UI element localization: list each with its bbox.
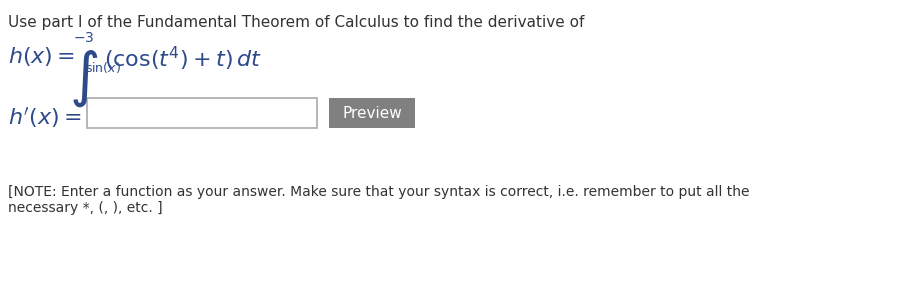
Text: $h(x) =$: $h(x) =$	[7, 45, 75, 68]
Text: necessary *, (, ), etc. ]: necessary *, (, ), etc. ]	[7, 201, 163, 215]
Text: [NOTE: Enter a function as your answer. Make sure that your syntax is correct, i: [NOTE: Enter a function as your answer. …	[7, 185, 749, 199]
FancyBboxPatch shape	[86, 98, 317, 128]
Text: $-3$: $-3$	[74, 31, 95, 45]
Text: $(\cos(t^4) + t)\,dt$: $(\cos(t^4) + t)\,dt$	[104, 45, 262, 73]
FancyBboxPatch shape	[329, 98, 415, 128]
Text: Use part I of the Fundamental Theorem of Calculus to find the derivative of: Use part I of the Fundamental Theorem of…	[7, 15, 584, 30]
Text: Preview: Preview	[342, 106, 402, 121]
Text: $\sin(x)$: $\sin(x)$	[85, 60, 120, 75]
Text: $\int$: $\int$	[69, 48, 98, 109]
Text: $h'(x) =$: $h'(x) =$	[7, 105, 81, 130]
